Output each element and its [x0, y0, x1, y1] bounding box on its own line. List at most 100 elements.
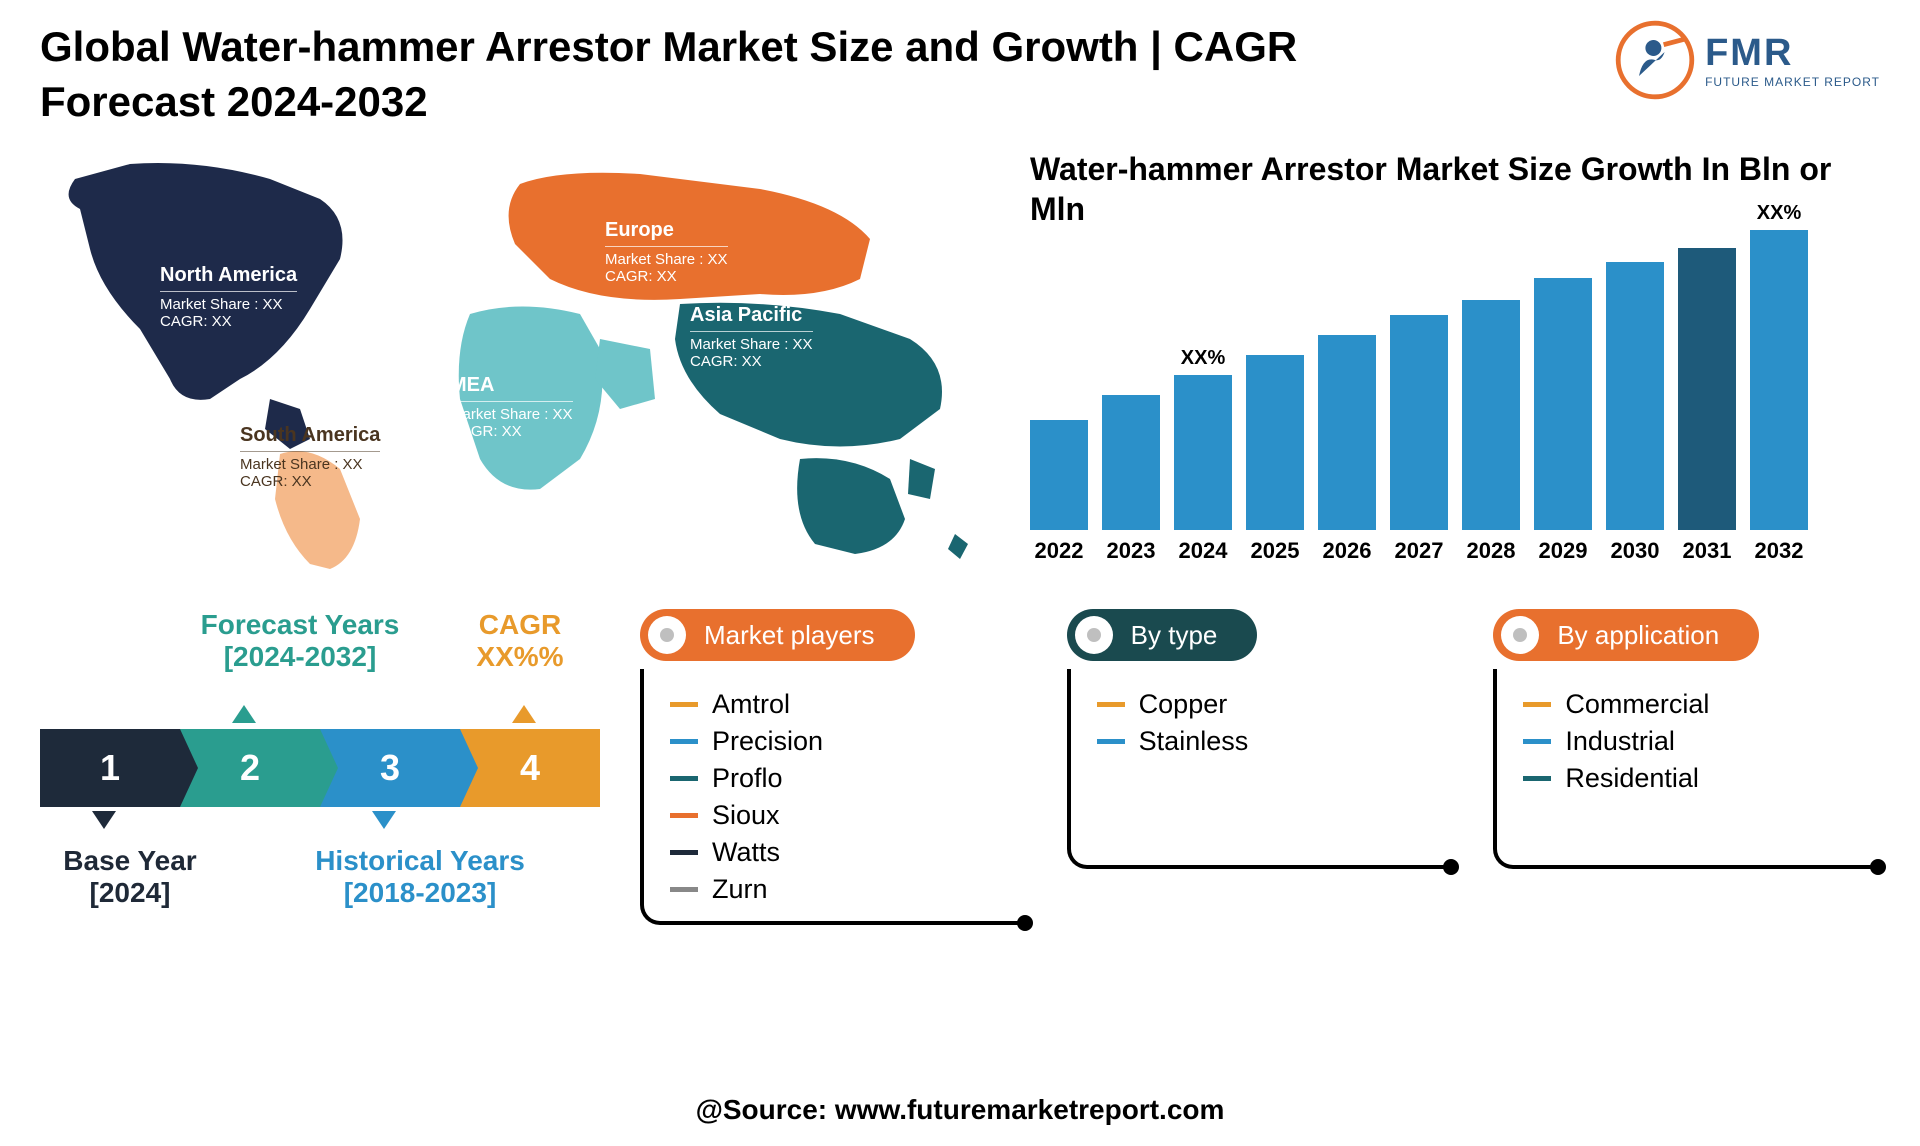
category-title: Market players [704, 620, 875, 651]
timeline-seg-4: 4 [460, 729, 600, 807]
legend-marker-icon [1523, 776, 1551, 781]
legend-marker-icon [1097, 702, 1125, 707]
chart-bar: XX% 2024 [1174, 347, 1232, 564]
region-label: EuropeMarket Share : XXCAGR: XX [605, 219, 728, 285]
map-svg [40, 149, 1000, 569]
legend-marker-icon [670, 776, 698, 781]
category-header: By type [1067, 609, 1258, 661]
category-item: Watts [670, 837, 1017, 868]
bar-top-label: XX% [1181, 347, 1225, 371]
bar-rect [1534, 278, 1592, 530]
logo-text-sub: FUTURE MARKET REPORT [1705, 75, 1880, 89]
base-year-label: Base Year[2024] [40, 845, 220, 909]
legend-marker-icon [1523, 739, 1551, 744]
cagr-label: CAGRXX%% [450, 609, 590, 673]
bar-rect [1390, 315, 1448, 530]
bar-year-label: 2028 [1467, 538, 1516, 564]
fmr-logo: FMR FUTURE MARKET REPORT [1615, 20, 1880, 100]
legend-marker-icon [670, 813, 698, 818]
category-item-label: Industrial [1565, 726, 1675, 757]
category-item-label: Sioux [712, 800, 780, 831]
category-item-label: Residential [1565, 763, 1699, 794]
bar-year-label: 2030 [1611, 538, 1660, 564]
chart-bar: 2022 [1030, 392, 1088, 564]
category-item-label: Watts [712, 837, 780, 868]
category-title: By type [1131, 620, 1218, 651]
category-item-label: Stainless [1139, 726, 1249, 757]
timeline: Forecast Years[2024-2032] CAGRXX%% 1 2 3… [40, 609, 600, 909]
legend-marker-icon [670, 850, 698, 855]
bar-rect [1318, 335, 1376, 530]
legend-marker-icon [1523, 702, 1551, 707]
timeline-seg-2: 2 [180, 729, 320, 807]
bar-rect [1030, 420, 1088, 530]
bullet-icon [648, 616, 686, 654]
timeline-seg-3: 3 [320, 729, 460, 807]
category-item-label: Precision [712, 726, 823, 757]
category-item-label: Zurn [712, 874, 768, 905]
bullet-icon [1501, 616, 1539, 654]
growth-chart: Water-hammer Arrestor Market Size Growth… [1030, 149, 1880, 569]
chart-bar: 2031 [1678, 220, 1736, 564]
forecast-label: Forecast Years[2024-2032] [170, 609, 430, 673]
category-item: Residential [1523, 763, 1870, 794]
category-item-label: Proflo [712, 763, 783, 794]
legend-marker-icon [670, 739, 698, 744]
bar-year-label: 2029 [1539, 538, 1588, 564]
category-item: Industrial [1523, 726, 1870, 757]
bar-rect [1750, 230, 1808, 530]
bar-year-label: 2023 [1107, 538, 1156, 564]
category-item: Zurn [670, 874, 1017, 905]
arrow-icon [232, 705, 256, 723]
market-players-section: Market players Amtrol Precision Proflo Sioux… [640, 609, 1027, 925]
category-title: By application [1557, 620, 1719, 651]
bar-year-label: 2032 [1755, 538, 1804, 564]
chart-bar: 2028 [1462, 272, 1520, 564]
category-header: By application [1493, 609, 1759, 661]
bar-rect [1246, 355, 1304, 530]
chart-bar: XX%2032 [1750, 202, 1808, 564]
bar-rect [1606, 262, 1664, 530]
chart-bar: 2030 [1606, 234, 1664, 564]
category-item: Stainless [1097, 726, 1444, 757]
source-attribution: @Source: www.futuremarketreport.com [0, 1094, 1920, 1126]
bar-rect [1174, 375, 1232, 530]
bar-rect [1462, 300, 1520, 530]
arrow-icon [92, 811, 116, 829]
timeline-seg-1: 1 [40, 729, 180, 807]
bar-rect [1678, 248, 1736, 530]
bar-year-label: 2025 [1251, 538, 1300, 564]
bar-year-label: 2024 [1179, 538, 1228, 564]
bar-year-label: 2026 [1323, 538, 1372, 564]
category-item: Proflo [670, 763, 1017, 794]
chart-bar: 2026 [1318, 307, 1376, 564]
category-item: Precision [670, 726, 1017, 757]
category-item: Copper [1097, 689, 1444, 720]
category-item: Commercial [1523, 689, 1870, 720]
legend-marker-icon [670, 887, 698, 892]
bar-rect [1102, 395, 1160, 530]
arrow-icon [372, 811, 396, 829]
legend-marker-icon [670, 702, 698, 707]
bar-year-label: 2031 [1683, 538, 1732, 564]
category-body: Amtrol Precision Proflo Sioux Watts Zurn [640, 669, 1027, 925]
category-item: Amtrol [670, 689, 1017, 720]
region-label: North AmericaMarket Share : XXCAGR: XX [160, 264, 297, 330]
chart-bar: 2025 [1246, 327, 1304, 564]
bar-year-label: 2027 [1395, 538, 1444, 564]
chart-bar: 2023 [1102, 367, 1160, 564]
region-label: MEAMarket Share : XXCAGR: XX [450, 374, 573, 440]
category-body: Copper Stainless [1067, 669, 1454, 869]
arrow-icon [512, 705, 536, 723]
world-map: North AmericaMarket Share : XXCAGR: XXSo… [40, 149, 1000, 569]
by-type-section: By type Copper Stainless [1067, 609, 1454, 925]
historical-label: Historical Years[2018-2023] [280, 845, 560, 909]
category-item-label: Copper [1139, 689, 1228, 720]
logo-text-main: FMR [1705, 32, 1880, 75]
legend-marker-icon [1097, 739, 1125, 744]
category-item-label: Amtrol [712, 689, 790, 720]
category-item: Sioux [670, 800, 1017, 831]
category-body: Commercial Industrial Residential [1493, 669, 1880, 869]
chart-bar: 2027 [1390, 287, 1448, 564]
bar-year-label: 2022 [1035, 538, 1084, 564]
